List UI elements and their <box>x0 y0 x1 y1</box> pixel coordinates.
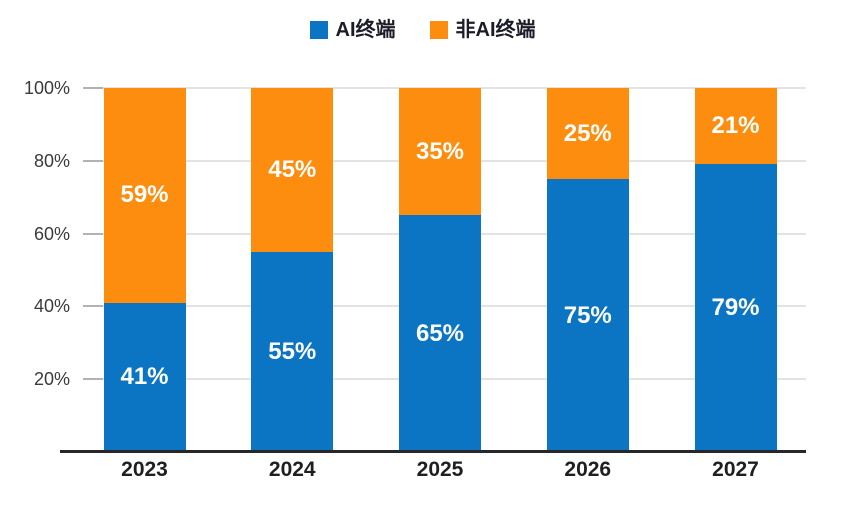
legend-item-1: 非AI终端 <box>429 19 536 41</box>
bar-value-label: 75% <box>563 301 612 329</box>
bar-segment-series-1: 35% <box>399 88 481 216</box>
bar-column-2024: 55% 45% <box>251 88 334 452</box>
bar-segment-series-1: 21% <box>694 88 777 165</box>
chart-legend: AI终端 非AI终端 <box>0 20 845 40</box>
bar-segment-series-1: 25% <box>546 88 629 179</box>
bar-column-2025: 65% 35% <box>399 88 481 452</box>
x-axis-line <box>60 450 806 453</box>
bar-value-label: 41% <box>120 363 169 391</box>
bar-column-2023: 41% 59% <box>103 88 186 452</box>
x-axis-labels: 2023 2024 2025 2026 2027 <box>60 458 806 486</box>
legend-swatch-icon <box>429 21 448 39</box>
x-tick-label: 2025 <box>416 458 464 481</box>
bar-value-label: 55% <box>268 337 317 365</box>
y-tick-label: 80% <box>33 150 70 171</box>
y-axis-tick <box>83 378 103 381</box>
x-tick-label: 2027 <box>712 458 759 481</box>
grid-line <box>83 87 806 89</box>
x-tick-label: 2024 <box>268 458 316 481</box>
plot-area: 41% 59% 55% 45% 65% 35% 75% 25% 79% 21% <box>60 87 806 453</box>
legend-swatch-icon <box>309 21 328 39</box>
bar-column-2026: 75% 25% <box>546 88 629 452</box>
bar-value-label: 21% <box>711 112 760 140</box>
bar-segment-series-0: 55% <box>251 251 334 452</box>
y-axis-tick <box>83 87 103 89</box>
bar-value-label: 45% <box>268 155 317 183</box>
bar-value-label: 35% <box>415 137 465 165</box>
y-tick-label: 20% <box>33 369 70 390</box>
y-tick-label: 40% <box>33 296 70 317</box>
legend-item-0: AI终端 <box>309 19 396 41</box>
bar-segment-series-0: 41% <box>103 302 186 452</box>
y-axis-tick <box>83 159 103 162</box>
legend-label: 非AI终端 <box>455 19 536 41</box>
y-axis-tick <box>83 232 103 235</box>
bar-value-label: 25% <box>563 119 612 147</box>
bar-value-label: 79% <box>711 294 760 322</box>
y-tick-label: 60% <box>33 223 70 244</box>
y-axis-tick <box>83 305 103 308</box>
bar-segment-series-0: 79% <box>694 164 777 452</box>
bar-value-label: 65% <box>415 319 465 347</box>
bar-segment-series-1: 45% <box>251 88 334 252</box>
legend-label: AI终端 <box>335 19 396 41</box>
bar-value-label: 59% <box>120 181 169 209</box>
x-tick-label: 2026 <box>564 458 612 481</box>
y-axis-labels: 20% 40% 60% 80% 100% <box>0 79 70 452</box>
y-tick-label: 100% <box>23 78 70 98</box>
x-tick-label: 2023 <box>121 458 168 481</box>
bar-segment-series-0: 65% <box>399 215 481 452</box>
bar-column-2027: 79% 21% <box>694 88 777 452</box>
bar-segment-series-0: 75% <box>546 179 629 452</box>
bar-segment-series-1: 59% <box>103 88 186 303</box>
